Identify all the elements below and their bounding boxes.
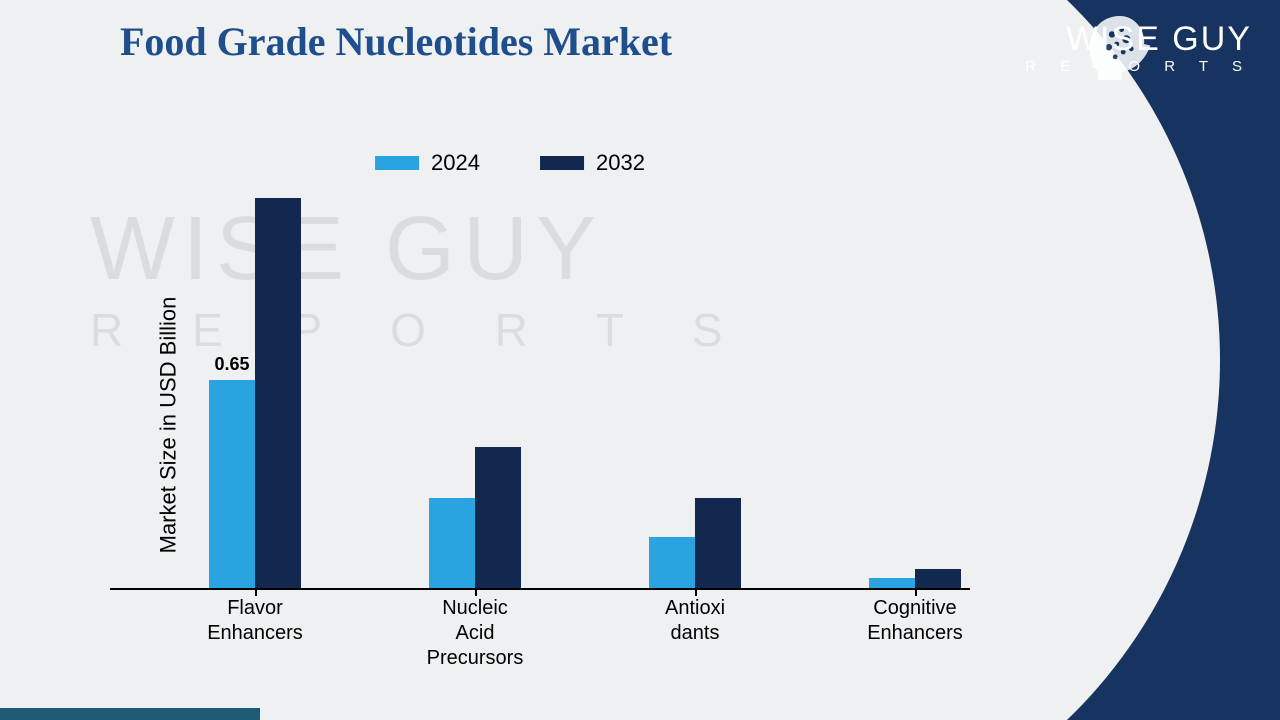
- bar-group: CognitiveEnhancers: [825, 569, 1005, 588]
- bar-2032: [695, 498, 741, 588]
- chart-container: Market Size in USD Billion 2024 2032 0.6…: [50, 160, 970, 690]
- x-axis-label: FlavorEnhancers: [155, 596, 355, 646]
- x-tick: [475, 588, 477, 596]
- logo-sub-text: R E P O R T S: [1025, 58, 1252, 75]
- x-tick: [255, 588, 257, 596]
- legend-label-2032: 2032: [596, 150, 645, 176]
- logo-main-text: WISE GUY: [1025, 22, 1252, 56]
- bar-2032: [915, 569, 961, 588]
- bar-group: Antioxidants: [605, 498, 785, 588]
- bar-2032: [475, 447, 521, 588]
- x-axis-label: CognitiveEnhancers: [815, 596, 1015, 646]
- legend-label-2024: 2024: [431, 150, 480, 176]
- bar-2024: 0.65: [209, 380, 255, 588]
- bar-group: 0.65FlavorEnhancers: [165, 198, 345, 588]
- bar-group: NucleicAcidPrecursors: [385, 447, 565, 588]
- chart-legend: 2024 2032: [375, 150, 645, 176]
- x-axis-label: NucleicAcidPrecursors: [375, 596, 575, 671]
- legend-swatch-2024: [375, 156, 419, 170]
- plot-area: 0.65FlavorEnhancers NucleicAcidPrecursors…: [110, 190, 970, 590]
- legend-item-2032: 2032: [540, 150, 645, 176]
- bottom-accent-bar: [0, 708, 260, 720]
- brand-logo: WISE GUY R E P O R T S: [1025, 22, 1252, 75]
- x-tick: [915, 588, 917, 596]
- bar-2032: [255, 198, 301, 588]
- chart-title: Food Grade Nucleotides Market: [120, 18, 672, 65]
- bar-value-label: 0.65: [214, 354, 249, 375]
- bar-2024: [649, 537, 695, 588]
- x-axis-label: Antioxidants: [595, 596, 795, 646]
- bar-2024: [429, 498, 475, 588]
- bar-2024: [869, 578, 915, 588]
- page-root: WISE GUY R E P O R T S WISE GUY R E P O …: [0, 0, 1280, 720]
- x-tick: [695, 588, 697, 596]
- legend-item-2024: 2024: [375, 150, 480, 176]
- legend-swatch-2032: [540, 156, 584, 170]
